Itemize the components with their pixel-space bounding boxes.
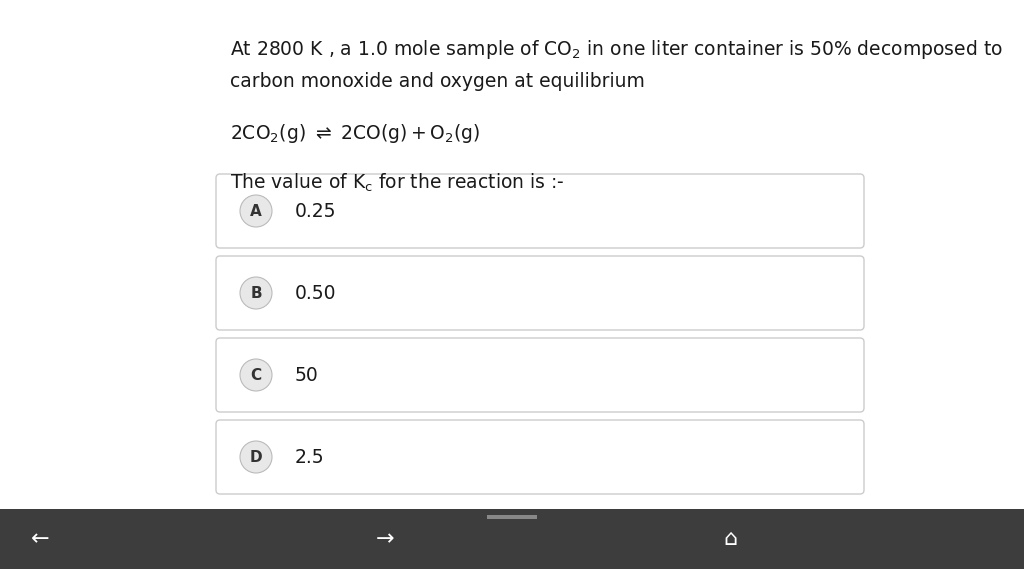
- Text: 0.25: 0.25: [295, 201, 337, 221]
- Text: 2.5: 2.5: [295, 447, 325, 467]
- Text: Hard: Hard: [230, 518, 269, 536]
- Circle shape: [240, 195, 272, 227]
- FancyBboxPatch shape: [216, 256, 864, 330]
- Bar: [487, 515, 537, 519]
- Text: carbon monoxide and oxygen at equilibrium: carbon monoxide and oxygen at equilibriu…: [230, 72, 645, 91]
- Text: ⌂: ⌂: [723, 529, 737, 549]
- Circle shape: [240, 441, 272, 473]
- Text: $\mathregular{2CO_2}$(g) $\rightleftharpoons$ $\mathregular{2CO(g) + O_2(g)}$: $\mathregular{2CO_2}$(g) $\rightleftharp…: [230, 122, 480, 145]
- Circle shape: [240, 359, 272, 391]
- Circle shape: [240, 277, 272, 309]
- Text: →: →: [376, 529, 394, 549]
- Text: A: A: [250, 204, 262, 218]
- Text: B: B: [250, 286, 262, 300]
- FancyBboxPatch shape: [216, 174, 864, 248]
- Text: D: D: [250, 450, 262, 464]
- Text: The value of $\mathregular{K_c}$ for the reaction is :-: The value of $\mathregular{K_c}$ for the…: [230, 172, 564, 194]
- Text: C: C: [251, 368, 261, 382]
- FancyBboxPatch shape: [216, 420, 864, 494]
- Text: 0.50: 0.50: [295, 283, 337, 303]
- Text: At 2800 K , a 1.0 mole sample of $\mathregular{CO_2}$ in one liter container is : At 2800 K , a 1.0 mole sample of $\mathr…: [230, 38, 1002, 61]
- Bar: [0, 509, 1024, 569]
- FancyBboxPatch shape: [216, 338, 864, 412]
- Text: 50: 50: [295, 365, 318, 385]
- Text: ←: ←: [31, 529, 49, 549]
